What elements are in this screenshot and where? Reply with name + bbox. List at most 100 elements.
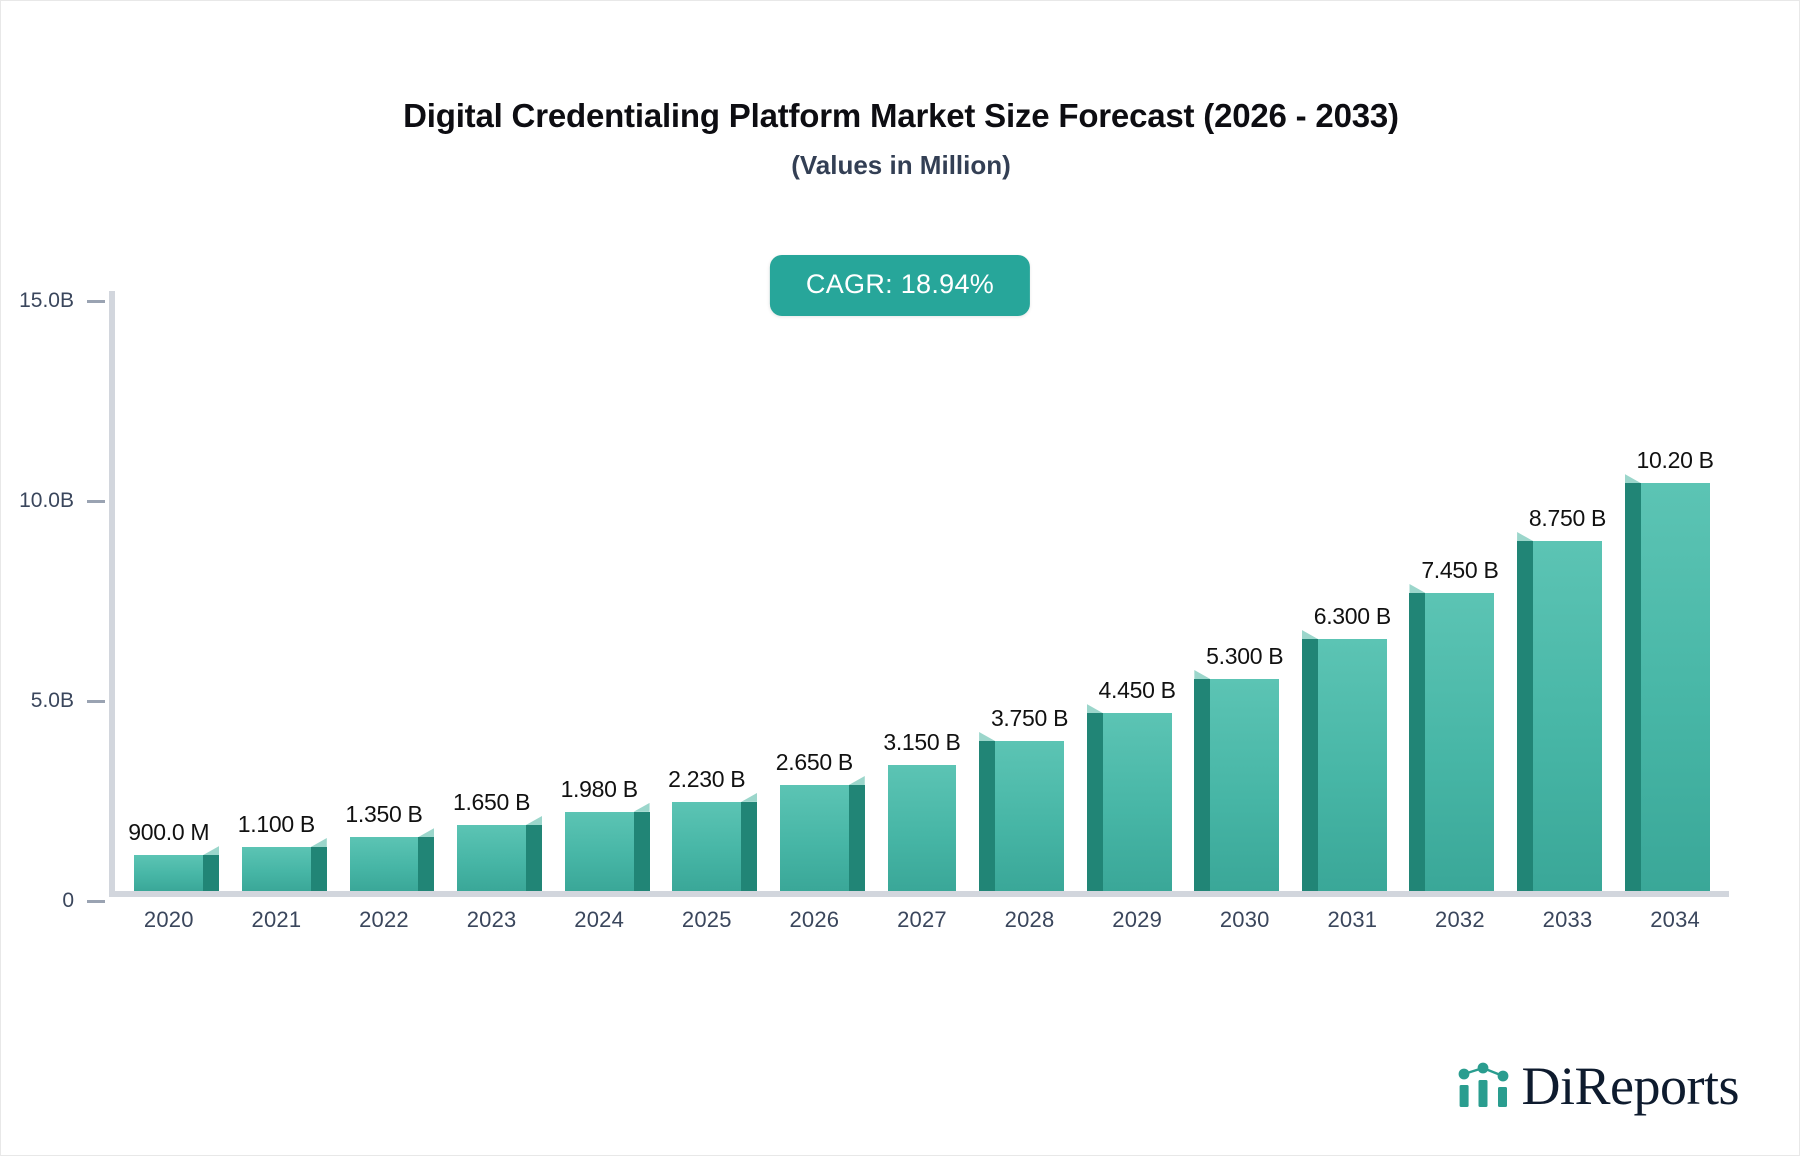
bar-top-face bbox=[1194, 670, 1211, 679]
bar[interactable]: 900.0 M bbox=[128, 819, 220, 891]
y-axis-tick-mark bbox=[87, 500, 105, 503]
bar-side-face bbox=[418, 837, 435, 891]
x-axis-label: 2025 bbox=[681, 907, 732, 932]
bar[interactable]: 1.980 B bbox=[561, 776, 650, 891]
bar[interactable]: 10.20 B bbox=[1624, 447, 1714, 891]
bar-side-face bbox=[1517, 541, 1534, 891]
y-axis-tick-label: 0 bbox=[62, 889, 74, 912]
bar-front-face bbox=[1640, 483, 1710, 891]
bar-item[interactable]: 3.150 B bbox=[883, 729, 961, 891]
bar-item[interactable]: 7.450 B bbox=[1409, 557, 1499, 891]
x-axis-line bbox=[109, 891, 1729, 897]
bar[interactable]: 6.300 B bbox=[1301, 603, 1391, 891]
bar-top-face bbox=[1517, 532, 1534, 541]
bar-value-label: 10.20 B bbox=[1636, 447, 1714, 473]
bar-slot: 3.750 B bbox=[976, 291, 1084, 891]
bar[interactable]: 8.750 B bbox=[1517, 505, 1606, 891]
brand-logo: DiReports bbox=[1456, 1056, 1740, 1116]
bar-front-face bbox=[241, 847, 311, 891]
page-title: Digital Credentialing Platform Market Si… bbox=[403, 97, 1399, 134]
y-axis-tick-mark bbox=[87, 900, 105, 903]
bar-chart-logo-icon bbox=[1458, 1062, 1508, 1107]
bar-side-face bbox=[203, 855, 220, 891]
bar-item[interactable]: 8.750 B bbox=[1517, 505, 1606, 891]
bar-side-face bbox=[633, 811, 650, 891]
bar-top-face bbox=[526, 816, 542, 825]
bar-top-face bbox=[633, 802, 650, 812]
bar-slot: 1.980 B bbox=[545, 291, 653, 891]
bar-top-face bbox=[1624, 474, 1641, 483]
bar-slot: 2.230 B bbox=[653, 291, 761, 891]
bar[interactable]: 3.750 B bbox=[979, 705, 1068, 891]
x-axis-label: 2031 bbox=[1327, 907, 1378, 932]
bar[interactable]: 2.230 B bbox=[668, 766, 758, 891]
logo-text: DiReports bbox=[1521, 1056, 1740, 1116]
chart-header: Digital Credentialing Platform Market Si… bbox=[1, 97, 1800, 181]
bar-value-label: 7.450 B bbox=[1421, 557, 1499, 583]
bar-front-face bbox=[1425, 593, 1495, 891]
bar-item[interactable]: 2.230 B bbox=[668, 766, 758, 891]
bar-item[interactable]: 1.350 B bbox=[345, 801, 435, 891]
bar-slot: 1.650 B bbox=[438, 291, 546, 891]
bar-slot: 10.20 B bbox=[1621, 291, 1729, 891]
bar-front-face bbox=[134, 855, 204, 891]
x-axis-label: 2028 bbox=[1004, 907, 1055, 932]
bar[interactable]: 1.350 B bbox=[345, 801, 435, 891]
bar-top-face bbox=[1409, 584, 1426, 593]
bar-front-face bbox=[1533, 541, 1602, 891]
bar-front-face bbox=[995, 741, 1064, 891]
x-axis-label: 2024 bbox=[574, 907, 625, 932]
bar[interactable]: 2.650 B bbox=[776, 749, 865, 891]
bar-value-label: 5.300 B bbox=[1206, 643, 1284, 669]
x-axis-label: 2032 bbox=[1435, 907, 1485, 932]
y-axis-tick-label: 10.0B bbox=[19, 489, 74, 512]
bar-item[interactable]: 6.300 B bbox=[1301, 603, 1391, 891]
bar-front-face bbox=[1210, 679, 1280, 891]
bar-top-face bbox=[848, 776, 865, 785]
bar[interactable]: 1.100 B bbox=[238, 811, 327, 891]
bar-item[interactable]: 4.450 B bbox=[1086, 677, 1176, 891]
bar-side-face bbox=[1086, 713, 1103, 891]
bar-slot: 5.300 B bbox=[1191, 291, 1299, 891]
bar[interactable]: 7.450 B bbox=[1409, 557, 1499, 891]
bar-side-face bbox=[741, 801, 758, 891]
bar-item[interactable]: 1.650 B bbox=[453, 789, 542, 891]
plot-area: 15.0B 10.0B 5.0B 0 900.0 M 1.100 B 1.350 B 1.6… bbox=[19, 290, 1729, 911]
bar-item[interactable]: 1.100 B bbox=[238, 811, 327, 891]
bar-series: 900.0 M 1.100 B 1.350 B 1.650 B 1.980 B 2.230… bbox=[115, 291, 1729, 891]
bar-value-label: 3.750 B bbox=[990, 705, 1069, 731]
x-axis-label: 2034 bbox=[1650, 907, 1700, 932]
bar-side-face bbox=[848, 785, 865, 891]
x-axis-label: 2033 bbox=[1542, 907, 1593, 932]
bar[interactable]: 3.150 B bbox=[883, 729, 961, 891]
bar-value-label: 4.450 B bbox=[1098, 677, 1176, 703]
bar-front-face bbox=[779, 785, 849, 891]
bar-top-face bbox=[418, 828, 435, 837]
bar-item[interactable]: 900.0 M bbox=[128, 819, 220, 891]
x-axis-label: 2026 bbox=[789, 907, 840, 932]
y-axis-tick-label: 5.0B bbox=[30, 689, 74, 712]
bar-slot: 2.650 B bbox=[761, 291, 869, 891]
bar[interactable]: 4.450 B bbox=[1086, 677, 1176, 891]
bar-item[interactable]: 3.750 B bbox=[979, 705, 1068, 891]
bar-item[interactable]: 1.980 B bbox=[561, 776, 650, 891]
bar-side-face bbox=[1194, 679, 1211, 891]
x-axis-label: 2022 bbox=[359, 907, 409, 932]
bar-item[interactable]: 5.300 B bbox=[1194, 643, 1284, 891]
cagr-badge: CAGR: 18.94% bbox=[769, 255, 1031, 316]
bar-item[interactable]: 10.20 B bbox=[1624, 447, 1714, 891]
bar-top-face bbox=[203, 846, 220, 855]
bar-value-label: 1.980 B bbox=[560, 775, 638, 802]
bar-value-label: 900.0 M bbox=[128, 819, 210, 845]
bar-item[interactable]: 2.650 B bbox=[776, 749, 865, 891]
x-axis-label: 2021 bbox=[251, 907, 302, 932]
bar[interactable]: 5.300 B bbox=[1194, 643, 1284, 891]
bar-value-label: 3.150 B bbox=[883, 729, 961, 755]
bar-value-label: 1.350 B bbox=[345, 801, 423, 827]
bar-front-face bbox=[457, 825, 526, 891]
bar[interactable]: 1.650 B bbox=[453, 789, 542, 891]
chart-subtitle: (Values in Million) bbox=[791, 149, 1011, 180]
bar-side-face bbox=[526, 825, 542, 891]
y-axis-line bbox=[109, 291, 115, 891]
